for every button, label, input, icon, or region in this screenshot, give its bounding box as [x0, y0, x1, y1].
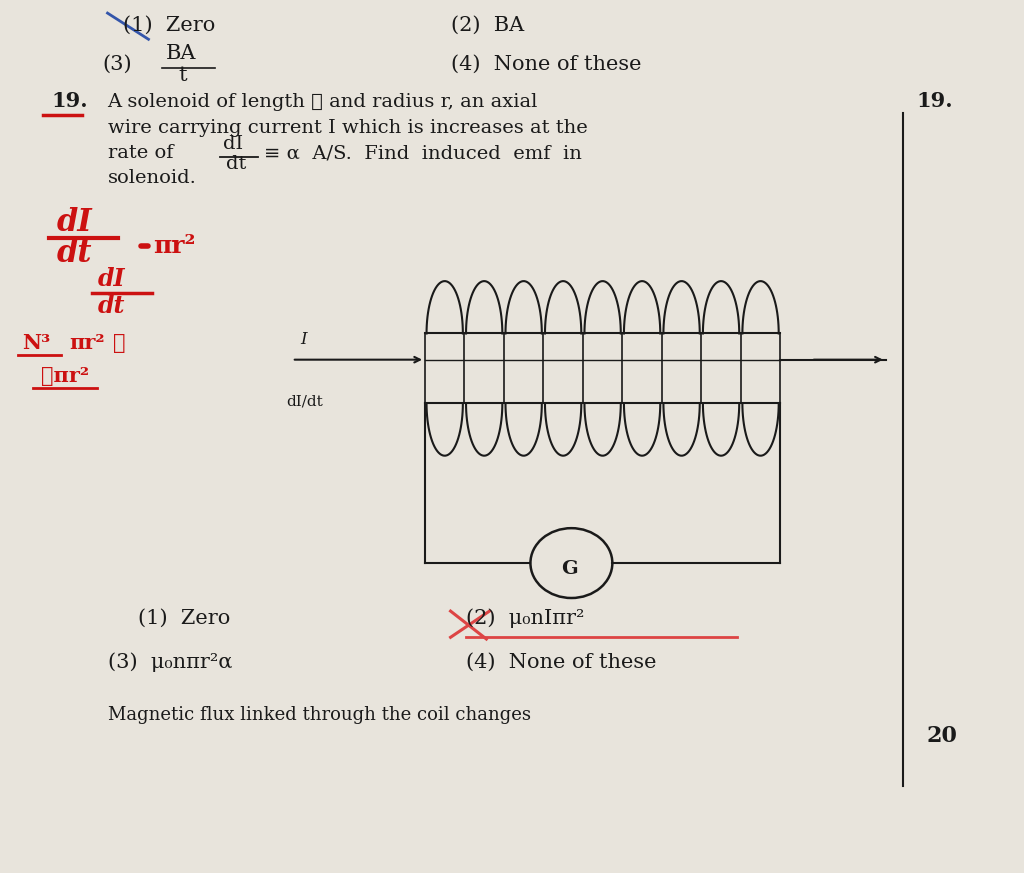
- Text: Magnetic flux linked through the coil changes: Magnetic flux linked through the coil ch…: [108, 706, 530, 725]
- Text: (1)  Zero: (1) Zero: [123, 16, 215, 35]
- Text: (1)  Zero: (1) Zero: [138, 609, 230, 629]
- Text: 19.: 19.: [51, 92, 88, 112]
- Text: solenoid.: solenoid.: [108, 169, 197, 188]
- Text: (2)  μ₀nIπr²: (2) μ₀nIπr²: [466, 608, 585, 629]
- Text: dt: dt: [97, 293, 125, 318]
- Text: rate of: rate of: [108, 144, 173, 162]
- Text: I: I: [300, 331, 306, 348]
- Text: dI/dt: dI/dt: [287, 394, 324, 408]
- Text: wire carrying current I which is increases at the: wire carrying current I which is increas…: [108, 119, 588, 137]
- Text: BA: BA: [166, 45, 197, 64]
- Text: (3): (3): [102, 55, 132, 74]
- Text: A solenoid of length ℓ and radius r, an axial: A solenoid of length ℓ and radius r, an …: [108, 93, 538, 112]
- Text: ℓ: ℓ: [113, 333, 125, 354]
- Text: (2)  BA: (2) BA: [451, 16, 524, 35]
- Text: dt: dt: [226, 155, 247, 174]
- Text: dI: dI: [56, 208, 92, 238]
- Text: dI: dI: [223, 135, 244, 154]
- Text: (4)  None of these: (4) None of these: [451, 55, 641, 74]
- Text: (3)  μ₀nπr²α: (3) μ₀nπr²α: [108, 652, 231, 672]
- Text: (4)  None of these: (4) None of these: [466, 653, 656, 672]
- Text: πr²: πr²: [70, 333, 105, 354]
- Text: dt: dt: [56, 238, 92, 269]
- Text: ℓπr²: ℓπr²: [41, 367, 89, 387]
- Text: πr²: πr²: [154, 234, 196, 258]
- Text: G: G: [561, 560, 578, 579]
- Text: N³: N³: [23, 333, 51, 354]
- Text: t: t: [178, 66, 186, 86]
- Text: ≡ α  A/S.  Find  induced  emf  in: ≡ α A/S. Find induced emf in: [264, 144, 582, 162]
- Text: 20: 20: [927, 725, 957, 747]
- Text: 19.: 19.: [916, 92, 953, 112]
- Text: dI: dI: [97, 267, 125, 292]
